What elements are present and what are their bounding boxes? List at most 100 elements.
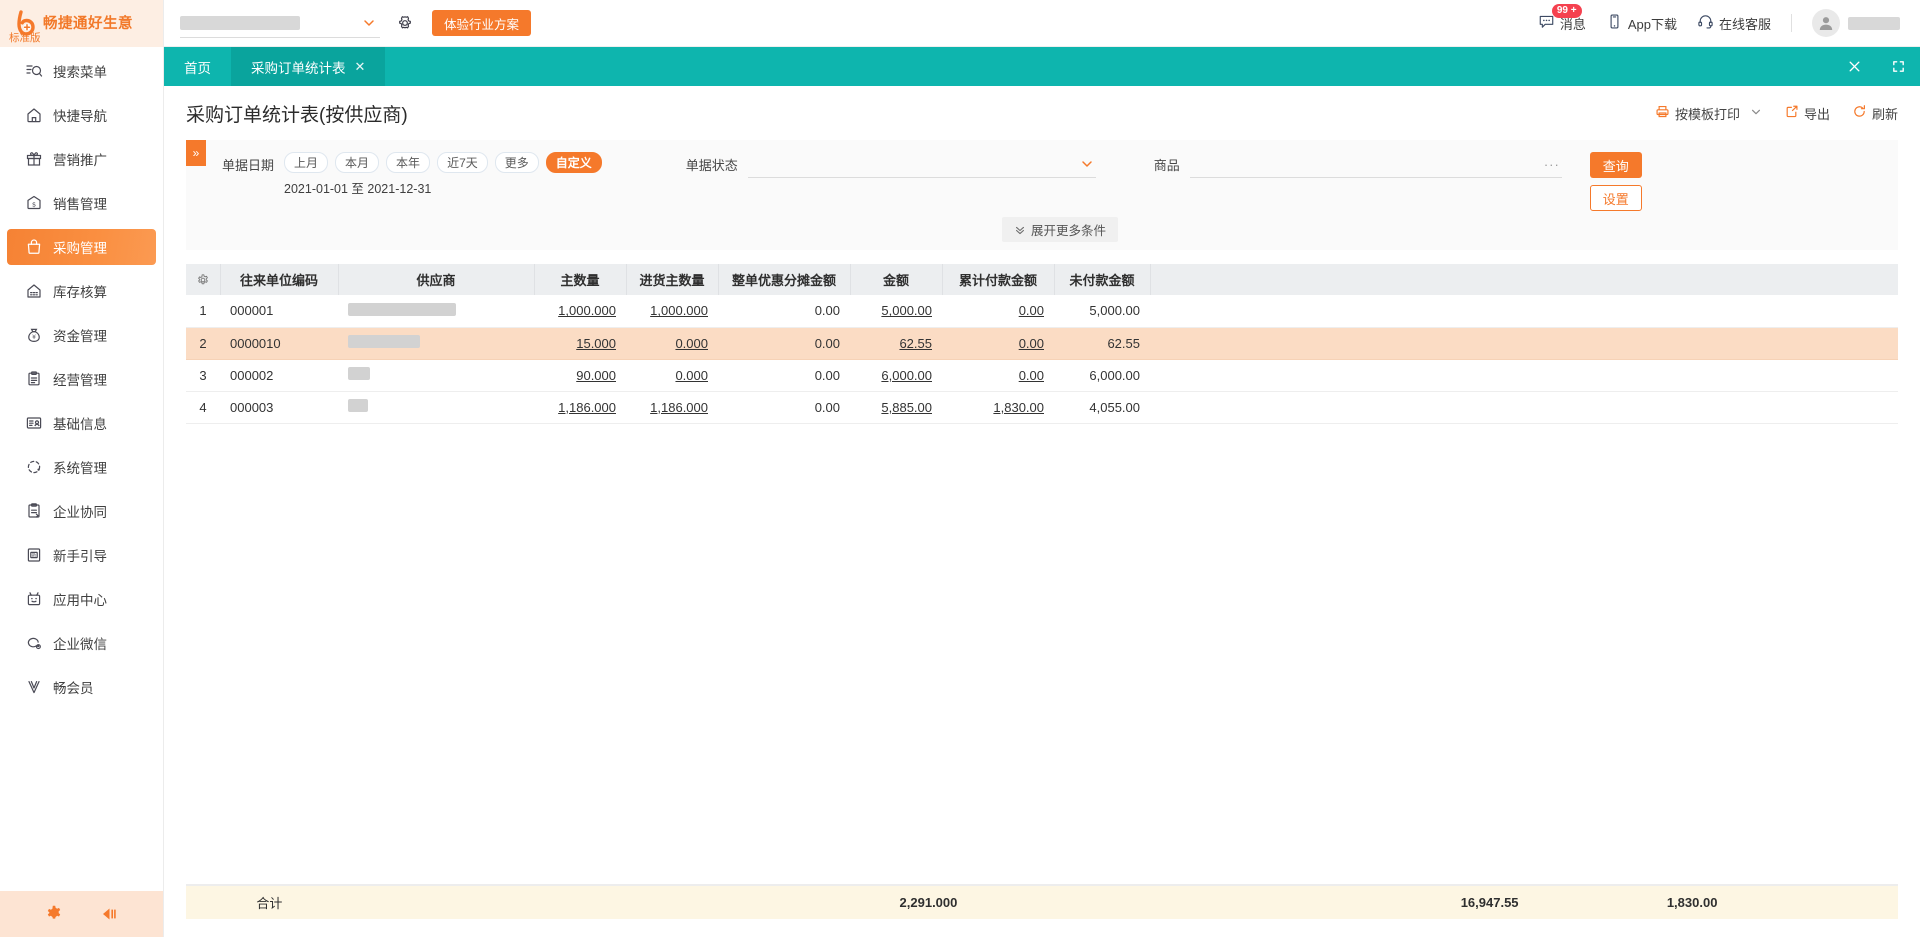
user-menu[interactable] — [1812, 9, 1900, 37]
chip-this-year[interactable]: 本年 — [386, 152, 431, 173]
row-amount-value[interactable]: 62.55 — [899, 335, 932, 351]
row-paid-value[interactable]: 0.00 — [1018, 303, 1044, 319]
tab-home[interactable]: 首页 — [164, 47, 231, 86]
chip-custom[interactable]: 自定义 — [545, 152, 602, 173]
messages-action[interactable]: 消息 99 + — [1538, 4, 1586, 33]
table-row[interactable]: 2 0000010 15.000 0.000 0.00 62.55 0.00 — [186, 327, 1898, 360]
row-in-qty-value[interactable]: 0.000 — [675, 367, 708, 383]
refresh-button[interactable]: 刷新 — [1852, 104, 1898, 123]
column-header-qty[interactable]: 主数量 — [534, 264, 627, 295]
close-icon[interactable]: ✕ — [354, 58, 366, 74]
row-qty[interactable]: 1,000.000 — [534, 295, 626, 328]
chip-more[interactable]: 更多 — [494, 152, 539, 173]
sidebar-item-marketing[interactable]: 营销推广 — [7, 141, 156, 177]
row-paid[interactable]: 0.00 — [942, 327, 1054, 360]
gear-icon[interactable] — [396, 14, 414, 32]
sidebar-item-operations[interactable]: 经营管理 — [7, 361, 156, 397]
sidebar-item-app-center[interactable]: 应用中心 — [7, 581, 156, 617]
row-qty[interactable]: 15.000 — [534, 327, 626, 360]
column-header-amount[interactable]: 金额 — [850, 264, 943, 295]
row-in-qty[interactable]: 0.000 — [626, 359, 718, 392]
row-amount[interactable]: 5,000.00 — [850, 295, 942, 328]
chip-this-month[interactable]: 本月 — [335, 152, 380, 173]
industry-solution-button[interactable]: 体验行业方案 — [432, 10, 532, 36]
sidebar-item-newbie-guide[interactable]: 新 新手引导 — [7, 537, 156, 573]
column-settings-icon[interactable] — [186, 264, 221, 295]
row-qty-value[interactable]: 1,000.000 — [558, 303, 616, 319]
setting-button[interactable]: 设置 — [1589, 185, 1642, 211]
tab-purchase-order-report[interactable]: 采购订单统计表 ✕ — [231, 47, 386, 86]
row-qty[interactable]: 90.000 — [534, 359, 626, 392]
row-in-qty-value[interactable]: 1,000.000 — [650, 303, 708, 319]
company-selector[interactable] — [180, 8, 380, 38]
sidebar-item-quick-nav[interactable]: 快捷导航 — [7, 97, 156, 133]
app-download-label: App下载 — [1627, 16, 1677, 32]
close-icon[interactable] — [1832, 47, 1876, 86]
app-download-action[interactable]: App下载 — [1606, 13, 1677, 33]
total-gear-cell — [186, 893, 246, 912]
printer-icon — [1655, 104, 1670, 122]
column-header-in-qty[interactable]: 进货主数量 — [626, 264, 719, 295]
column-header-discount[interactable]: 整单优惠分摊金额 — [718, 264, 851, 295]
sidebar-item-sales[interactable]: $ 销售管理 — [7, 185, 156, 221]
sidebar-item-funds[interactable]: ¥ 资金管理 — [7, 317, 156, 353]
column-header-code[interactable]: 往来单位编码 — [220, 264, 339, 295]
row-paid[interactable]: 1,830.00 — [942, 391, 1054, 424]
row-amount[interactable]: 62.55 — [850, 327, 942, 360]
row-qty-value[interactable]: 1,186.000 — [558, 399, 616, 415]
print-by-template-button[interactable]: 按模板打印 — [1655, 104, 1762, 123]
row-in-qty[interactable]: 1,000.000 — [626, 295, 718, 328]
row-paid-value[interactable]: 0.00 — [1018, 335, 1044, 351]
column-header-paid[interactable]: 累计付款金额 — [942, 264, 1055, 295]
header-row: 往来单位编码 供应商 主数量 进货主数量 整单优惠分摊金额 金额 累计付款金额 … — [186, 264, 1898, 295]
sidebar-item-purchase[interactable]: 采购管理 — [7, 229, 156, 265]
row-amount[interactable]: 5,885.00 — [850, 391, 942, 424]
total-in-qty — [967, 893, 1130, 912]
expand-more-wrap[interactable]: 展开更多条件 — [1001, 217, 1118, 242]
sidebar-item-search-menu[interactable]: 搜索菜单 — [7, 53, 156, 89]
row-amount-value[interactable]: 6,000.00 — [881, 367, 932, 383]
row-in-qty-value[interactable]: 1,186.000 — [650, 399, 708, 415]
column-header-supplier[interactable]: 供应商 — [338, 264, 535, 295]
row-qty-value[interactable]: 90.000 — [576, 367, 616, 383]
date-range-value[interactable]: 2021-01-01 至 2021-12-31 — [284, 182, 432, 196]
table-row[interactable]: 3 000002 90.000 0.000 0.00 6,000.00 0.00 — [186, 359, 1898, 392]
query-button[interactable]: 查询 — [1589, 152, 1642, 178]
row-in-qty[interactable]: 1,186.000 — [626, 391, 718, 424]
chip-last-month[interactable]: 上月 — [284, 152, 329, 173]
table-row[interactable]: 4 000003 1,186.000 1,186.000 0.00 5,885.… — [186, 391, 1898, 424]
sidebar-item-system[interactable]: 系统管理 — [7, 449, 156, 485]
row-paid[interactable]: 0.00 — [942, 295, 1054, 328]
row-in-qty-value[interactable]: 0.000 — [675, 335, 708, 351]
sidebar-item-vip-member[interactable]: 畅会员 — [7, 669, 156, 705]
row-amount-value[interactable]: 5,885.00 — [881, 399, 932, 415]
expand-more-conditions[interactable]: 展开更多条件 — [222, 217, 1898, 250]
gear-icon[interactable] — [44, 904, 64, 924]
collapse-sidebar-icon[interactable] — [99, 904, 119, 924]
chevron-down-icon[interactable] — [1750, 106, 1762, 121]
row-amount[interactable]: 6,000.00 — [850, 359, 942, 392]
row-paid-value[interactable]: 1,830.00 — [993, 399, 1044, 415]
row-paid-value[interactable]: 0.00 — [1018, 367, 1044, 383]
ellipsis-icon[interactable]: ··· — [1543, 157, 1560, 172]
sidebar-item-inventory[interactable]: 库存核算 — [7, 273, 156, 309]
chip-last-7-days[interactable]: 近7天 — [437, 152, 488, 173]
row-qty-value[interactable]: 15.000 — [576, 335, 616, 351]
total-row-wrap: 合计 2,291.000 16,947.55 1,830.00 — [186, 885, 1898, 919]
row-in-qty[interactable]: 0.000 — [626, 327, 718, 360]
status-select[interactable] — [747, 152, 1096, 178]
row-paid[interactable]: 0.00 — [942, 359, 1054, 392]
sidebar-item-collaboration[interactable]: 企业协同 — [7, 493, 156, 529]
table-row[interactable]: 1 000001 1,000.000 1,000.000 0.00 5,000.… — [186, 295, 1898, 328]
expand-right-icon[interactable]: » — [186, 140, 206, 166]
online-support-action[interactable]: 在线客服 — [1697, 13, 1771, 33]
row-qty[interactable]: 1,186.000 — [534, 391, 626, 424]
goods-input[interactable]: ··· — [1189, 152, 1562, 178]
column-header-unpaid[interactable]: 未付款金额 — [1054, 264, 1151, 295]
sidebar-item-wecom[interactable]: 企业微信 — [7, 625, 156, 661]
row-amount-value[interactable]: 5,000.00 — [881, 303, 932, 319]
row-supplier — [338, 327, 534, 360]
fullscreen-icon[interactable] — [1876, 47, 1920, 86]
sidebar-item-basic-info[interactable]: 基础信息 — [7, 405, 156, 441]
export-button[interactable]: 导出 — [1784, 104, 1830, 123]
